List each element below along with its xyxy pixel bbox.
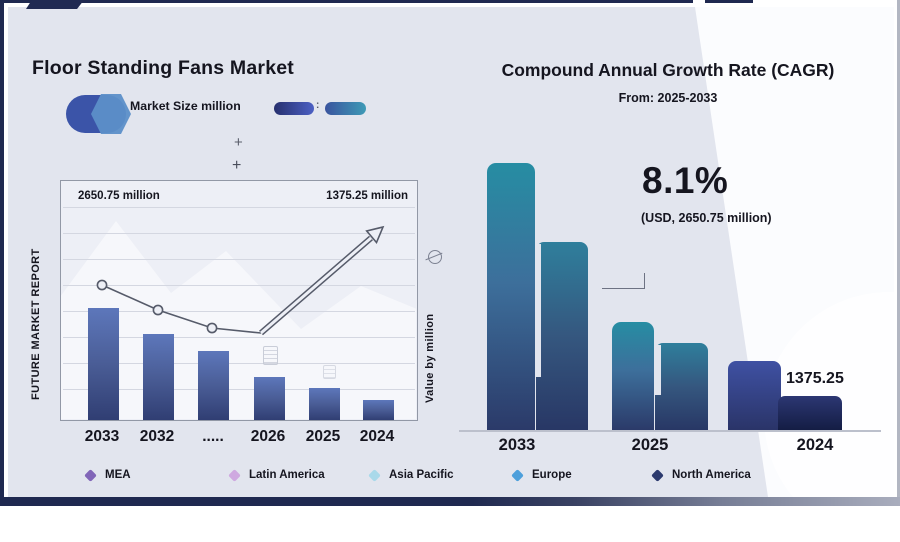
- legend-item-latin-america: Latin America: [228, 468, 325, 482]
- x-label-2032: 2032: [139, 428, 175, 445]
- x-label-2033: 2033: [84, 428, 120, 445]
- right-panel-title: Compound Annual Growth Rate (CAGR): [501, 60, 835, 80]
- left-chart-bar-2032: [143, 334, 174, 420]
- x-label-2026: 2026: [250, 428, 286, 445]
- legend-label: North America: [672, 469, 751, 481]
- diamond-icon: [368, 468, 381, 482]
- cagr-chart: [455, 150, 885, 432]
- legend-label: Asia Pacific: [389, 469, 454, 481]
- cagr-bar-2033-secondary: [536, 242, 588, 430]
- cagr-value: 8.1%: [642, 160, 729, 201]
- frame-bottom-edge: [0, 497, 900, 506]
- legend-item-mea: MEA: [84, 468, 131, 482]
- brand-logo-icon: [66, 94, 131, 134]
- ratio-pill-left: [274, 102, 314, 115]
- chart-start-value: 2650.75 million: [78, 190, 160, 202]
- cagr-detail: (USD, 2650.75 million): [641, 211, 772, 225]
- x-label-2024: 2024: [359, 428, 395, 445]
- frame-left-edge: [0, 0, 4, 506]
- corner-bracket-decoration: [602, 273, 645, 289]
- cagr-bar-2024-secondary: [778, 396, 842, 430]
- cagr-x-label-2025: 2025: [631, 436, 669, 454]
- end-value-label: 1375.25: [786, 370, 844, 387]
- legend-item-north-america: North America: [651, 468, 751, 482]
- market-size-label: Market Size million: [130, 99, 241, 113]
- circle-slash-icon: [425, 250, 443, 264]
- right-panel-subtitle: From: 2025-2033: [618, 91, 718, 105]
- x-label-2025: 2025: [305, 428, 341, 445]
- corner-ribbon-decoration: [26, 0, 84, 9]
- cagr-x-label-2024: 2024: [796, 436, 834, 454]
- bar-gap: [536, 244, 541, 377]
- left-chart-y-axis-label: FUTURE MARKET REPORT: [30, 248, 42, 400]
- left-chart-bar-mid: [198, 351, 229, 420]
- left-chart-bar-2026: [254, 377, 285, 420]
- clipboard-sketch-icon: [263, 346, 278, 365]
- cagr-bar-2025-primary: [612, 322, 654, 430]
- cagr-bar-2025-secondary: [655, 343, 708, 430]
- left-chart-bar-2025: [309, 388, 340, 420]
- frame-right-edge: [897, 0, 900, 506]
- diamond-icon: [511, 468, 524, 482]
- cagr-bar-2033-primary: [487, 163, 535, 430]
- diamond-icon: [651, 468, 664, 482]
- chart-gridlines: [63, 207, 415, 399]
- legend-label: Latin America: [249, 469, 325, 481]
- clipboard-sketch-icon: [323, 365, 336, 379]
- left-chart-bar-2024: [363, 400, 394, 420]
- bar-gap: [655, 345, 661, 395]
- infographic-canvas: { "header": { "left_title": "Floor Stand…: [0, 0, 900, 506]
- left-chart-bar-2033: [88, 308, 119, 420]
- right-chart-y-axis-label: Value by million: [424, 313, 436, 403]
- baseline: [459, 430, 881, 432]
- plus-decoration: +: [232, 157, 242, 174]
- ratio-separator: :: [316, 100, 320, 111]
- diamond-icon: [228, 468, 241, 482]
- legend-label: MEA: [105, 469, 131, 481]
- chart-end-value: 1375.25 million: [326, 190, 408, 202]
- frame-top-edge: [705, 0, 753, 3]
- market-size-chart: 2650.75 million 1375.25 million: [60, 180, 418, 421]
- cagr-bar-2024-primary: [728, 361, 781, 430]
- cagr-x-label-2033: 2033: [498, 436, 536, 454]
- ratio-pill-right: [325, 102, 366, 115]
- legend-item-asia-pacific: Asia Pacific: [368, 468, 454, 482]
- left-panel-title: Floor Standing Fans Market: [32, 57, 294, 79]
- trend-line-and-growth-arrow-icon: [96, 225, 385, 336]
- x-label-ellipsis: .....: [202, 428, 224, 445]
- legend-label: Europe: [532, 469, 572, 481]
- frame-top-edge: [0, 0, 693, 3]
- plus-decoration: +: [234, 134, 243, 151]
- diamond-icon: [84, 468, 97, 482]
- legend-item-europe: Europe: [511, 468, 572, 482]
